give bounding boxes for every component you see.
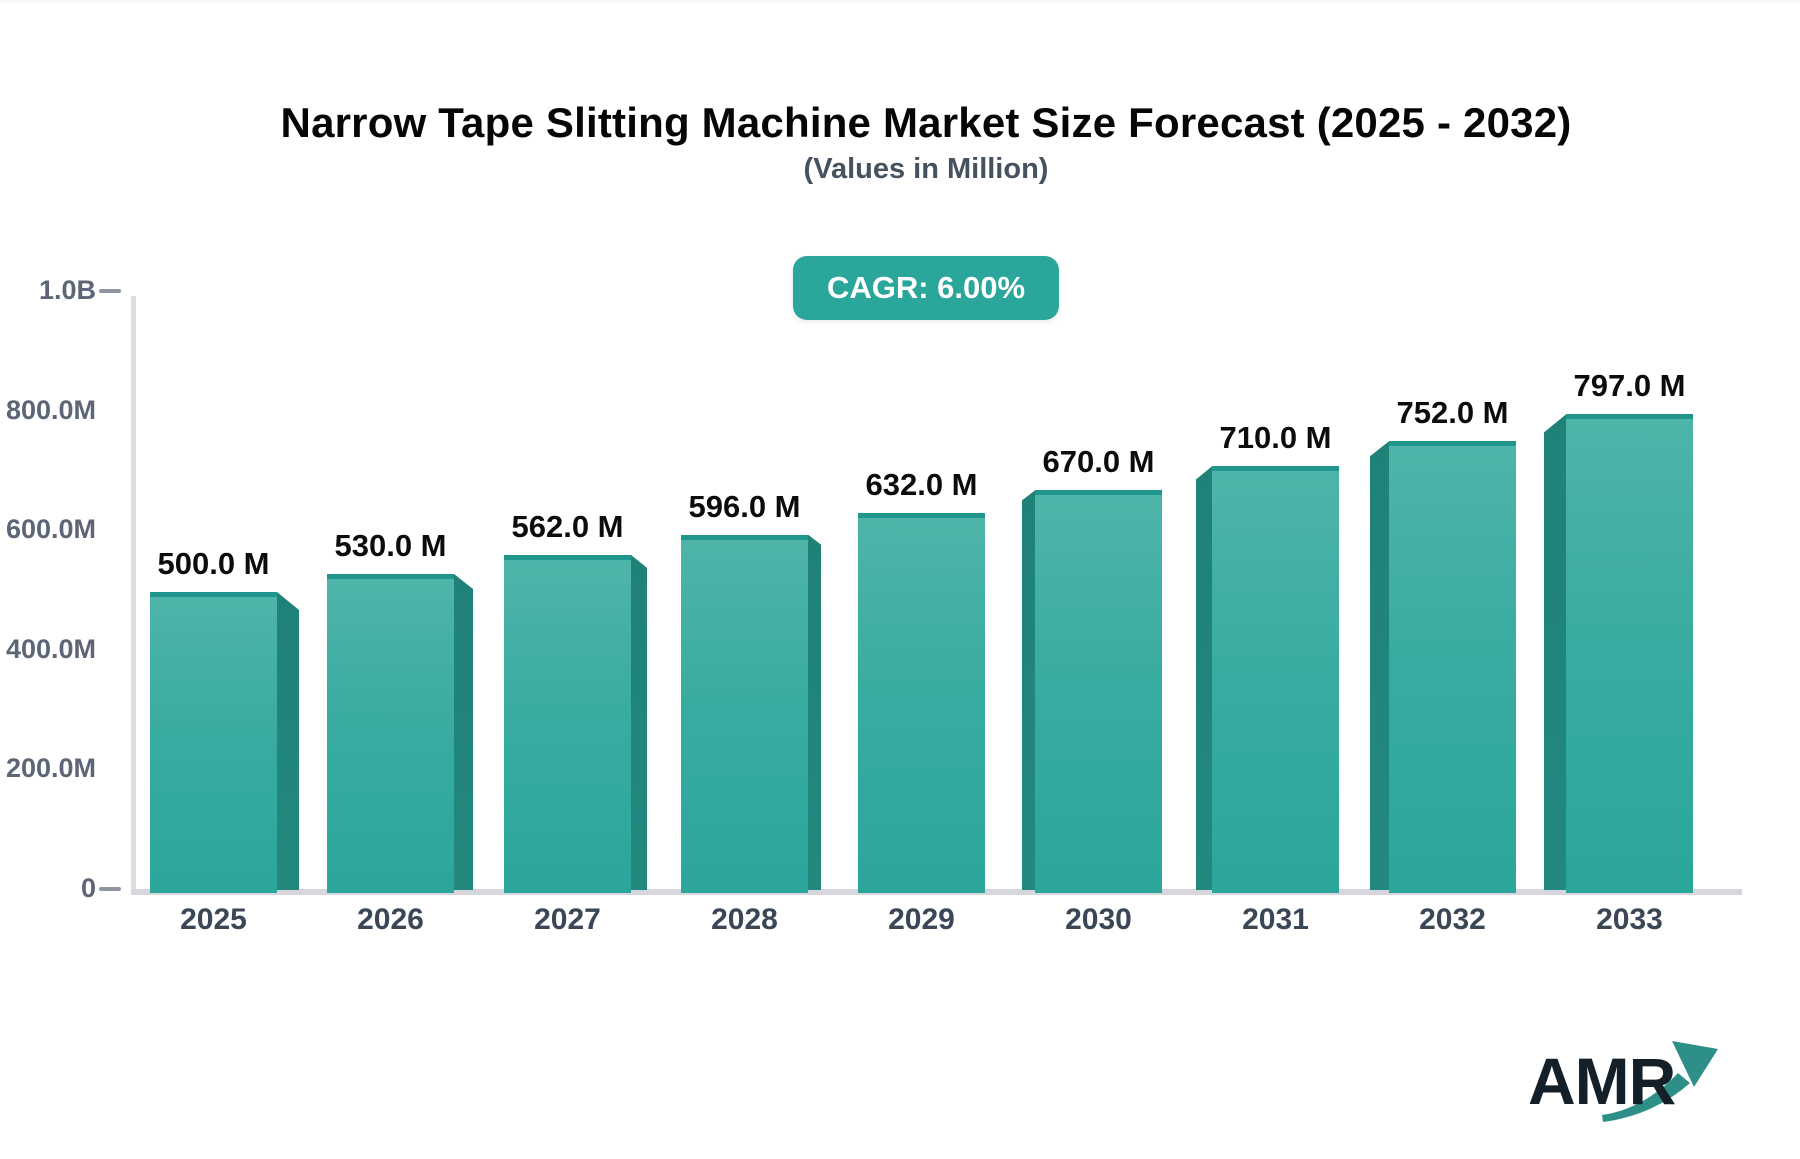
bar-2033 [1566, 414, 1693, 893]
chart-subtitle: (Values in Million) [803, 153, 1049, 185]
x-axis-label-2025: 2025 [180, 903, 247, 936]
x-axis-label-2027: 2027 [534, 903, 601, 936]
bar-value-2031: 710.0 M [1219, 420, 1332, 456]
y-axis-label-0: 0 [80, 873, 96, 903]
bar-side-2025 [277, 592, 299, 890]
chart-title: Narrow Tape Slitting Machine Market Size… [280, 99, 1572, 146]
y-axis-label-800.0M: 800.0M [5, 394, 96, 425]
bar-value-2029: 632.0 M [865, 467, 978, 503]
bar-2025 [150, 592, 277, 893]
bar-2028 [681, 534, 808, 893]
y-axis-label-400.0M: 400.0M [5, 633, 96, 664]
bar-side-2026 [454, 574, 473, 890]
y-axis-label-1.0B: 1.0B [38, 275, 96, 305]
y-axis-label-200.0M: 200.0M [5, 753, 96, 784]
bar-side-2028 [808, 534, 821, 890]
x-axis-label-2033: 2033 [1596, 903, 1663, 936]
bar-2030 [1035, 490, 1162, 893]
bar-value-2025: 500.0 M [157, 546, 270, 581]
bar-side-2030 [1022, 490, 1035, 890]
bar-side-2032 [1370, 441, 1389, 890]
x-axis-label-2026: 2026 [357, 903, 424, 936]
bar-value-2033: 797.0 M [1573, 368, 1686, 404]
bar-2027 [504, 554, 631, 893]
bar-value-2027: 562.0 M [511, 508, 624, 544]
x-axis-label-2031: 2031 [1242, 903, 1309, 936]
amr-logo: AMR [1528, 1031, 1728, 1131]
x-axis-label-2030: 2030 [1065, 903, 1132, 936]
y-axis-tick-1.0B [99, 289, 121, 293]
y-axis-tick-0 [99, 887, 121, 891]
bar-value-2030: 670.0 M [1042, 444, 1155, 480]
growth-arrow-icon [1602, 1041, 1718, 1122]
x-axis-label-2032: 2032 [1419, 903, 1486, 936]
y-axis-label-600.0M: 600.0M [5, 514, 96, 545]
bar-2026 [327, 574, 454, 893]
y-axis-line [131, 296, 136, 895]
bar-value-2026: 530.0 M [334, 528, 447, 564]
bar-value-2032: 752.0 M [1396, 395, 1509, 431]
x-axis-label-2029: 2029 [888, 903, 955, 936]
amr-logo-text: AMR [1528, 1044, 1676, 1118]
bar-2029 [858, 513, 985, 893]
bar-side-2027 [631, 554, 647, 890]
bar-side-2031 [1196, 466, 1212, 890]
bar-2032 [1389, 441, 1516, 893]
bar-2031 [1212, 466, 1339, 893]
x-axis-label-2028: 2028 [711, 903, 778, 936]
bar-side-2033 [1544, 414, 1566, 890]
bar-value-2028: 596.0 M [688, 488, 801, 524]
cagr-badge: CAGR: 6.00% [792, 256, 1060, 320]
